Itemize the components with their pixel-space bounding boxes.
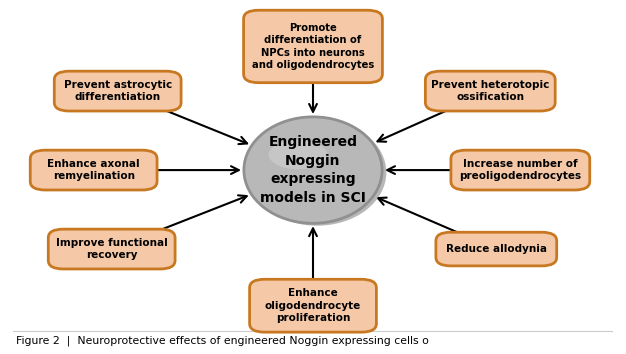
FancyBboxPatch shape bbox=[250, 279, 376, 332]
FancyBboxPatch shape bbox=[244, 10, 382, 83]
Text: Reduce allodynia: Reduce allodynia bbox=[446, 244, 546, 254]
FancyBboxPatch shape bbox=[48, 229, 175, 269]
Text: Enhance
oligodendrocyte
proliferation: Enhance oligodendrocyte proliferation bbox=[265, 288, 361, 323]
Text: Engineered
Noggin
expressing
models in SCI: Engineered Noggin expressing models in S… bbox=[260, 136, 366, 205]
Text: Promote
differentiation of
NPCs into neurons
and oligodendrocytes: Promote differentiation of NPCs into neu… bbox=[252, 23, 374, 70]
Text: Figure 2  |  Neuroprotective effects of engineered Noggin expressing cells o: Figure 2 | Neuroprotective effects of en… bbox=[16, 336, 428, 346]
FancyBboxPatch shape bbox=[451, 150, 590, 190]
Text: Prevent astrocytic
differentiation: Prevent astrocytic differentiation bbox=[64, 80, 172, 102]
FancyBboxPatch shape bbox=[30, 150, 157, 190]
Text: Increase number of
preoligodendrocytes: Increase number of preoligodendrocytes bbox=[459, 159, 582, 181]
FancyBboxPatch shape bbox=[426, 71, 555, 111]
Ellipse shape bbox=[248, 119, 386, 226]
FancyBboxPatch shape bbox=[436, 232, 557, 266]
Ellipse shape bbox=[269, 140, 327, 169]
Text: Enhance axonal
remyelination: Enhance axonal remyelination bbox=[48, 159, 140, 181]
Text: Prevent heterotopic
ossification: Prevent heterotopic ossification bbox=[431, 80, 550, 102]
Text: Improve functional
recovery: Improve functional recovery bbox=[56, 238, 168, 260]
FancyBboxPatch shape bbox=[54, 71, 181, 111]
Ellipse shape bbox=[244, 117, 382, 223]
